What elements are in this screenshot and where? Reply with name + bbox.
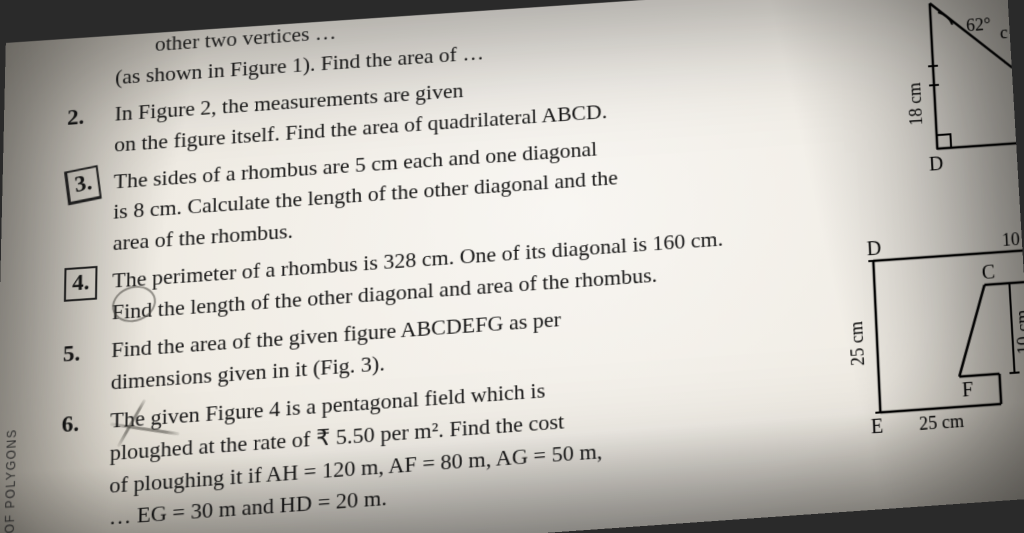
q6-number: 6. xyxy=(61,406,79,441)
fig-poly-D: D xyxy=(866,237,881,260)
figure-polygon: D C E F 25 cm 10 cm 25 cm 10 xyxy=(832,223,1024,446)
fig-poly-C: C xyxy=(981,261,996,284)
q2-number: 2. xyxy=(67,100,85,133)
q4-number: 4. xyxy=(64,266,98,302)
fig-poly-10: 10 xyxy=(1001,229,1020,250)
figure-polygon-svg: D C E F 25 cm 10 cm 25 cm 10 xyxy=(832,223,1024,446)
fig-poly-F: F xyxy=(961,378,973,401)
fig-poly-10cm: 10 cm xyxy=(1012,309,1024,355)
sidebar-marginal-text: A of Polygons xyxy=(2,428,19,533)
figure-triangle-svg: A D 18 cm 62° c xyxy=(841,0,1018,184)
fig-poly-25cm-left: 25 cm xyxy=(846,320,868,366)
fig-tri-angle: 62° xyxy=(966,14,992,35)
fig-poly-E: E xyxy=(870,415,883,438)
fig-tri-18cm: 18 cm xyxy=(904,82,926,126)
q5-number: 5. xyxy=(63,336,81,371)
fig-tri-A: A xyxy=(920,0,936,3)
figure-triangle: A D 18 cm 62° c xyxy=(841,0,1018,184)
q3-number: 3. xyxy=(64,165,102,205)
fig-tri-c: c xyxy=(999,23,1008,43)
fig-poly-25cm-bottom: 25 cm xyxy=(919,410,965,434)
page: other two vertices … (as shown in Figure… xyxy=(0,0,1024,533)
fig-tri-D: D xyxy=(928,153,943,176)
